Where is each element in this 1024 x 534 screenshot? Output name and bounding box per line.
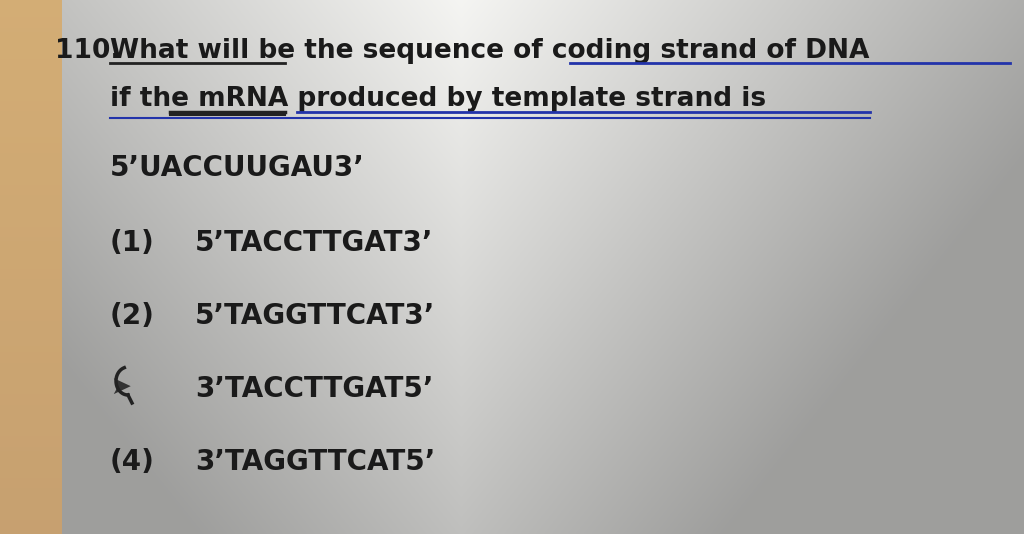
Text: 5’UACCUUGAU3’: 5’UACCUUGAU3’ <box>110 154 365 182</box>
Text: 3’TACCTTGAT5’: 3’TACCTTGAT5’ <box>195 375 433 403</box>
Text: (2): (2) <box>110 302 155 330</box>
Text: 110.: 110. <box>55 38 121 64</box>
Text: 5’TACCTTGAT3’: 5’TACCTTGAT3’ <box>195 229 433 257</box>
Text: 5’TAGGTTCAT3’: 5’TAGGTTCAT3’ <box>195 302 435 330</box>
Text: 3’TAGGTTCAT5’: 3’TAGGTTCAT5’ <box>195 448 435 476</box>
Text: (: ( <box>108 373 123 411</box>
Text: (1): (1) <box>110 229 155 257</box>
Text: (4): (4) <box>110 448 155 476</box>
Text: ➤: ➤ <box>110 375 131 399</box>
Text: if the mRNA produced by template strand is: if the mRNA produced by template strand … <box>110 86 766 112</box>
Text: What will be the sequence of coding strand of DNA: What will be the sequence of coding stra… <box>110 38 869 64</box>
